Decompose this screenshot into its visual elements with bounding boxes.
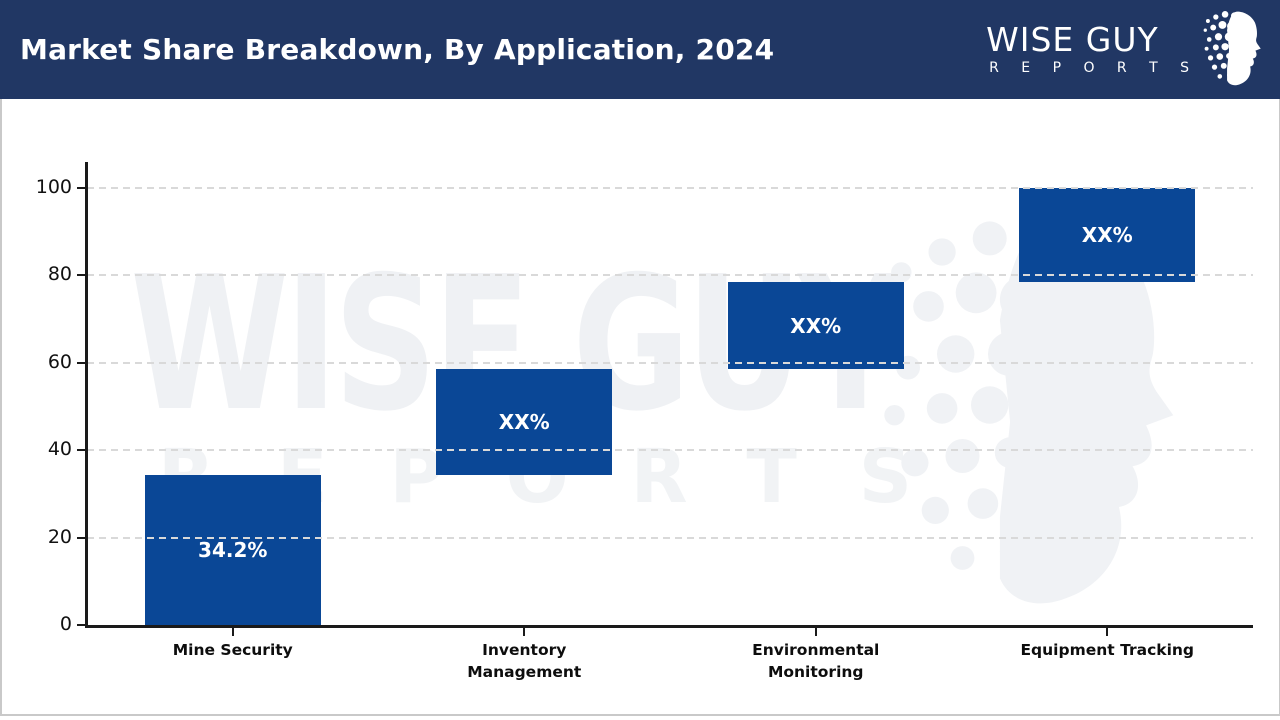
waterfall-bar-1: 34.2%	[144, 475, 321, 625]
header-bar: Market Share Breakdown, By Application, …	[0, 0, 1280, 99]
y-tick-label-60: 60	[47, 350, 72, 373]
logo-text: WISE GUY R E P O R T S	[986, 23, 1198, 76]
x-axis-line	[85, 625, 1253, 628]
category-label-2: Inventory Management	[467, 641, 582, 681]
y-axis-line	[85, 162, 88, 628]
category-label-1: Mine Security	[172, 641, 293, 659]
waterfall-bar-2: XX%	[436, 368, 613, 476]
page-title: Market Share Breakdown, By Application, …	[20, 33, 775, 66]
x-tick-mark	[231, 628, 234, 636]
y-tick-label-40: 40	[47, 438, 72, 460]
wise-guy-reports-logo: WISE GUY R E P O R T S	[986, 4, 1266, 96]
x-tick-mark	[523, 628, 526, 636]
bar-value-label: XX%	[790, 313, 842, 338]
waterfall-bar-3: XX%	[727, 282, 904, 369]
y-tick-mark	[77, 361, 86, 364]
bar-value-label: XX%	[498, 410, 550, 434]
bar-value-label: 34.2%	[198, 538, 268, 563]
y-tick-label-20: 20	[47, 525, 72, 548]
waterfall-bar-4: XX%	[1019, 187, 1196, 283]
y-tick-mark	[77, 449, 86, 451]
logo-wordmark: WISE GUY	[986, 20, 1159, 59]
category-label-4: Equipment Tracking	[1020, 641, 1195, 659]
y-tick-label-0: 0	[59, 613, 72, 635]
x-tick-mark	[814, 628, 817, 636]
bars-layer: 34.2% XX% XX% XX%	[87, 160, 1253, 627]
y-tick-mark	[77, 624, 86, 626]
plot-area: 34.2% XX% XX% XX%	[87, 160, 1253, 627]
y-tick-mark	[77, 186, 86, 189]
bar-value-label: XX%	[1081, 222, 1133, 247]
y-tick-label-100: 100	[35, 175, 72, 198]
y-tick-mark	[77, 274, 86, 276]
logo-subtext: R E P O R T S	[989, 60, 1198, 76]
y-tick-mark	[77, 536, 86, 539]
y-tick-label-80: 80	[47, 263, 72, 285]
category-label-3: Environmental Monitoring	[752, 641, 880, 681]
x-tick-mark	[1106, 628, 1109, 636]
